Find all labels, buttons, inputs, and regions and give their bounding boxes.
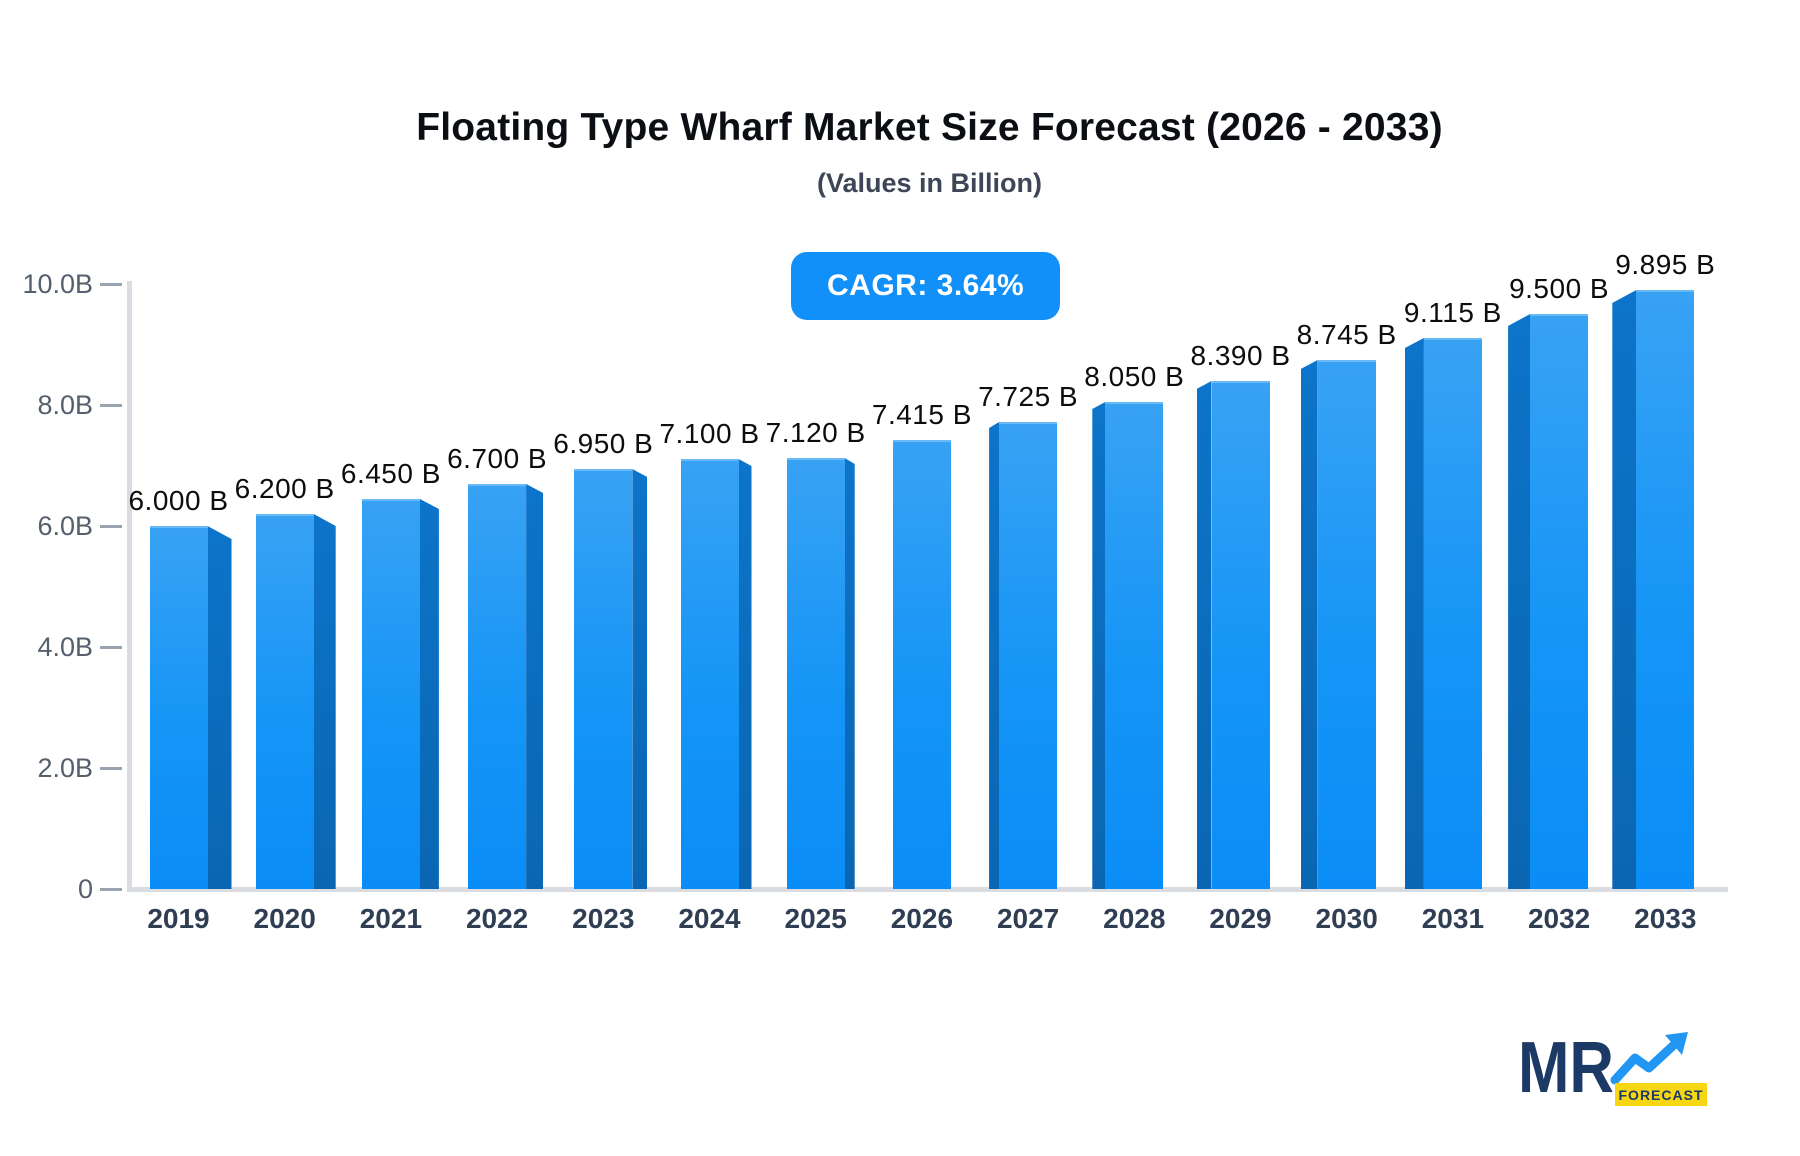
logo-mr-text: MR bbox=[1518, 1030, 1614, 1108]
bar-side-2021 bbox=[419, 499, 439, 889]
x-axis-label: 2032 bbox=[1527, 903, 1591, 934]
bar-value-label: 6.000 B bbox=[128, 485, 229, 516]
bar-value-label: 7.100 B bbox=[659, 418, 760, 449]
logo-forecast-box bbox=[1615, 1083, 1707, 1106]
bar-2026 bbox=[892, 440, 951, 889]
bar-2032 bbox=[1530, 314, 1589, 889]
bar-2027 bbox=[999, 422, 1058, 889]
bar-side-2029 bbox=[1196, 381, 1212, 889]
y-axis-tick-label: 2.0B bbox=[37, 753, 93, 783]
logo-trend-arrow-icon bbox=[1610, 1032, 1688, 1085]
bar-2022 bbox=[468, 484, 527, 889]
bar-side-2022 bbox=[526, 484, 544, 889]
bar-side-2030 bbox=[1300, 360, 1318, 889]
y-axis-tick-label: 8.0B bbox=[37, 390, 93, 420]
bar-value-label: 6.200 B bbox=[234, 473, 335, 504]
chart-subtitle: (Values in Billion) bbox=[816, 168, 1043, 198]
bar-value-label: 9.895 B bbox=[1615, 249, 1716, 280]
x-axis-label: 2028 bbox=[1103, 903, 1166, 934]
y-axis-tick bbox=[100, 645, 122, 649]
bar-2023 bbox=[574, 469, 633, 889]
x-axis-label: 2020 bbox=[253, 903, 316, 934]
bar-value-label: 9.115 B bbox=[1403, 297, 1502, 328]
x-axis-label: 2030 bbox=[1315, 903, 1378, 934]
bar-value-label: 6.450 B bbox=[340, 458, 441, 489]
bar-2029 bbox=[1211, 381, 1270, 889]
x-axis-label: 2031 bbox=[1421, 903, 1485, 934]
y-axis-tick bbox=[100, 524, 122, 528]
y-axis-tick-label: 4.0B bbox=[37, 632, 93, 662]
brand-logo: MR FORECAST bbox=[1518, 1028, 1738, 1120]
x-axis-baseline bbox=[127, 887, 1728, 892]
bar-value-label: 8.390 B bbox=[1190, 340, 1291, 371]
bar-side-2028 bbox=[1092, 402, 1106, 889]
bar-side-2031 bbox=[1404, 338, 1424, 889]
bar-value-label: 7.725 B bbox=[978, 381, 1079, 412]
x-axis-label: 2027 bbox=[996, 903, 1060, 934]
y-axis-tick-label: 10.0B bbox=[22, 269, 93, 299]
x-axis-label: 2024 bbox=[678, 903, 741, 934]
bar-side-2032 bbox=[1508, 314, 1531, 889]
bar-value-label: 6.950 B bbox=[553, 428, 654, 459]
y-axis-tick bbox=[100, 766, 122, 770]
y-axis-tick bbox=[100, 282, 122, 286]
bar-side-2024 bbox=[738, 459, 752, 889]
bar-side-2023 bbox=[632, 469, 648, 889]
y-axis-tick bbox=[100, 887, 122, 891]
x-axis-label: 2021 bbox=[359, 903, 423, 934]
bar-value-label: 6.700 B bbox=[447, 443, 548, 474]
y-axis-tick-label: 0 bbox=[77, 874, 93, 904]
y-axis-tick-label: 6.0B bbox=[37, 511, 93, 541]
bar-value-label: 8.050 B bbox=[1084, 361, 1185, 392]
bar-2025 bbox=[786, 458, 845, 889]
bar-2031 bbox=[1423, 338, 1482, 889]
x-axis-label: 2026 bbox=[890, 903, 954, 934]
y-axis-tick bbox=[100, 403, 122, 407]
bar-2028 bbox=[1105, 402, 1164, 889]
cagr-badge: CAGR: 3.64% bbox=[791, 252, 1061, 320]
bar-value-label: 8.745 B bbox=[1296, 319, 1397, 350]
bar-2024 bbox=[680, 459, 739, 889]
x-axis-label: 2023 bbox=[572, 903, 635, 934]
x-axis-label: 2022 bbox=[465, 903, 529, 934]
chart-title: Floating Type Wharf Market Size Forecast… bbox=[416, 106, 1443, 149]
bar-side-2020 bbox=[313, 514, 336, 889]
bar-side-2033 bbox=[1612, 290, 1637, 889]
bar-2021 bbox=[361, 499, 420, 889]
logo-forecast-text: FORECAST bbox=[1619, 1087, 1704, 1103]
y-axis-line bbox=[127, 281, 132, 891]
x-axis-label: 2033 bbox=[1634, 903, 1697, 934]
brand-logo-graphic: MR FORECAST bbox=[1518, 1028, 1707, 1108]
bar-value-label: 9.500 B bbox=[1509, 273, 1610, 304]
bar-2019 bbox=[149, 526, 208, 889]
bar-side-2027 bbox=[989, 422, 1000, 889]
bar-side-2019 bbox=[207, 526, 232, 889]
bar-value-label: 7.415 B bbox=[871, 399, 972, 430]
bar-2030 bbox=[1317, 360, 1376, 889]
bar-2033 bbox=[1636, 290, 1695, 889]
x-axis-label: 2025 bbox=[784, 903, 847, 934]
bar-side-2025 bbox=[844, 458, 855, 889]
bar-2020 bbox=[255, 514, 314, 889]
bar-value-label: 7.120 B bbox=[765, 417, 866, 448]
x-axis-label: 2019 bbox=[147, 903, 210, 934]
x-axis-label: 2029 bbox=[1209, 903, 1272, 934]
